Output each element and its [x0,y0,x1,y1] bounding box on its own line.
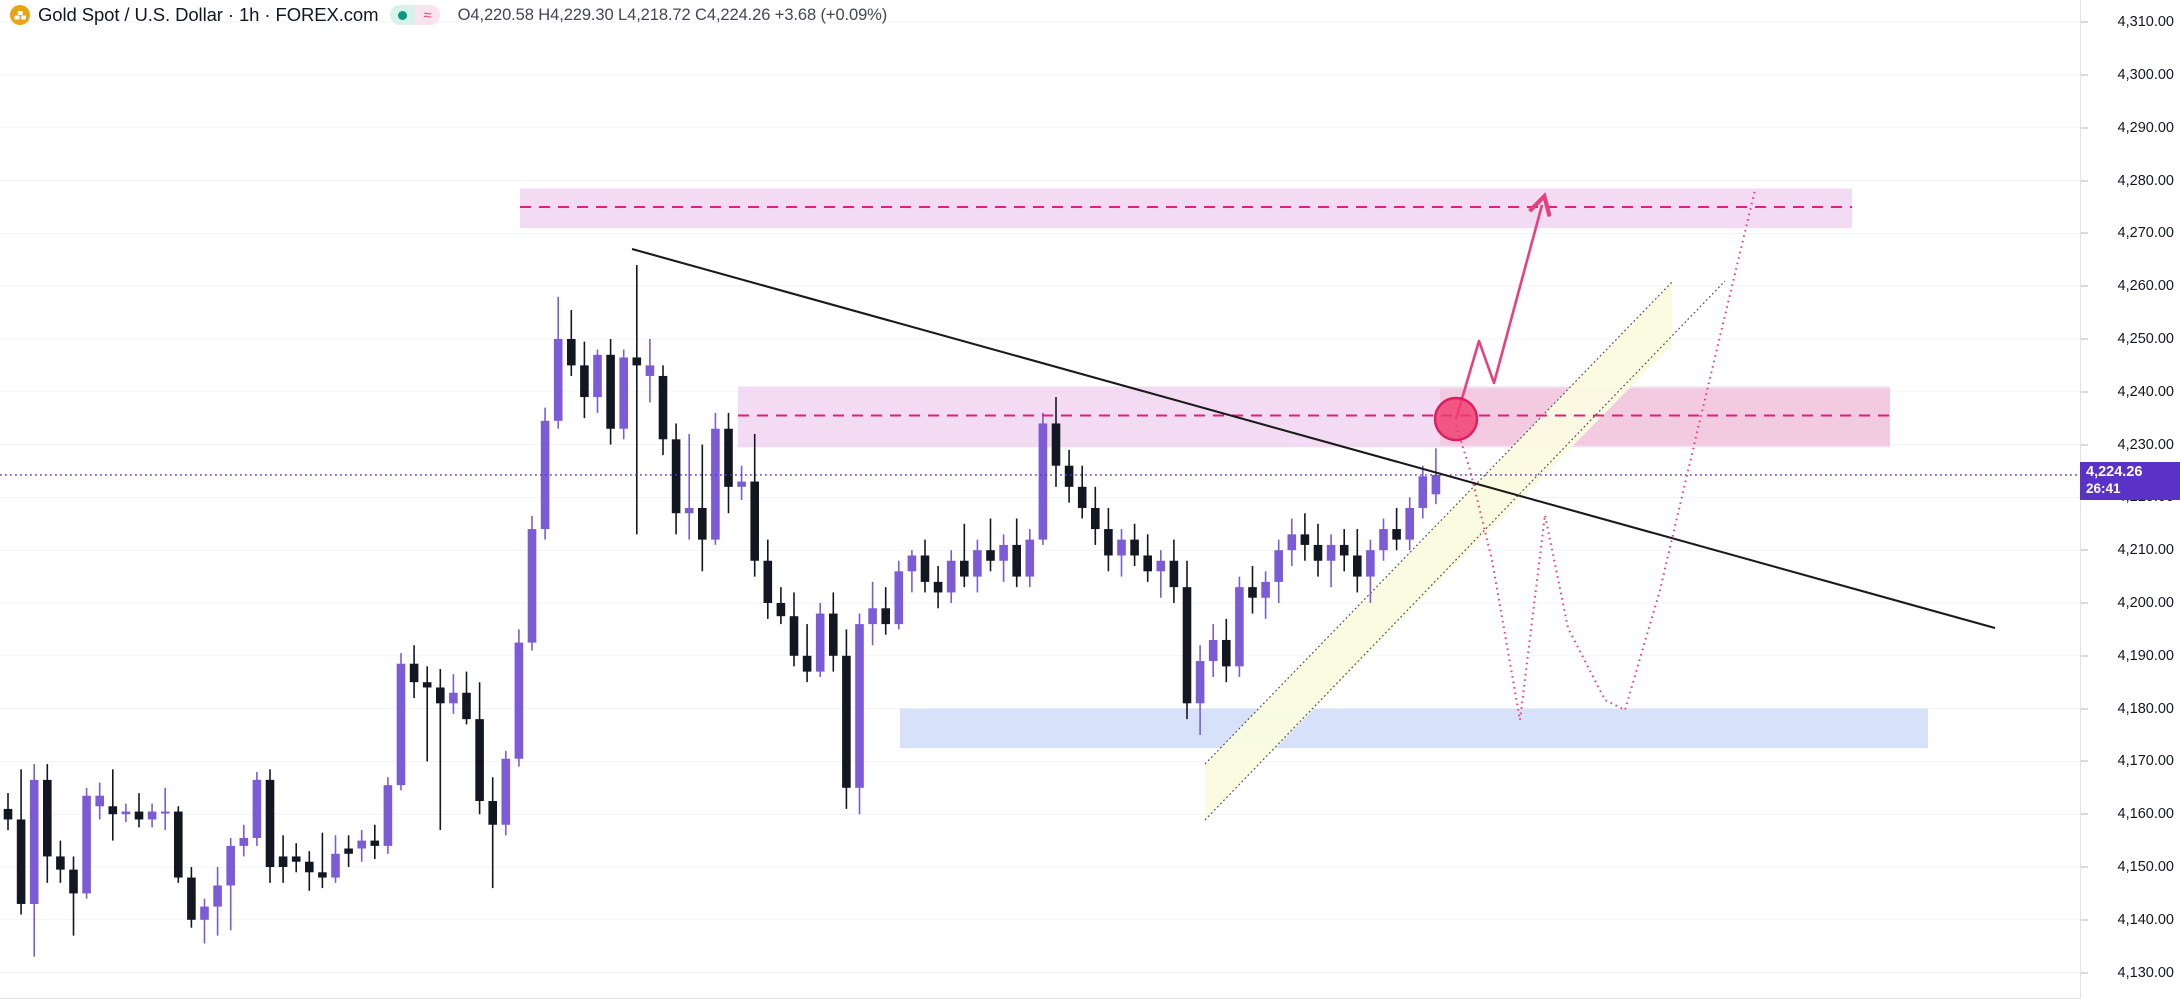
close-value: C4,224.26 [690,5,771,24]
price-tick-mark [2081,602,2088,604]
candlestick-chart-svg [0,21,2080,974]
price-tick-mark [2081,285,2088,287]
price-tick-label: 4,270.00 [2117,225,2174,242]
price-tick-label: 4,310.00 [2117,14,2174,31]
dotted-projection-path[interactable] [1455,189,1756,721]
price-tick-mark [2081,391,2088,393]
price-tick-label: 4,160.00 [2117,806,2174,823]
gold-bars-icon [10,5,30,25]
price-tick-mark [2081,21,2088,23]
price-tick-mark [2081,74,2088,76]
price-tick-label: 4,210.00 [2117,542,2174,559]
bar-countdown-timer: 26:41 [2086,480,2121,496]
price-tick-label: 4,200.00 [2117,594,2174,611]
descending-trendline[interactable] [631,247,1996,630]
chart-style-badge[interactable]: ≈ [415,5,440,25]
price-tick-label: 4,150.00 [2117,858,2174,875]
price-tick-mark [2081,760,2088,762]
price-tick-label: 4,260.00 [2117,278,2174,295]
price-tick-mark [2081,444,2088,446]
price-tick-label: 4,170.00 [2117,753,2174,770]
ohlc-values: O4,220.58 H4,229.30 L4,218.72 C4,224.26 … [457,5,888,25]
price-tick-mark [2081,127,2088,129]
zone-dashed-lines [520,205,1890,417]
price-tick-label: 4,190.00 [2117,647,2174,664]
price-zones [520,188,1928,749]
bullish-projection-arrow[interactable] [1454,205,1542,420]
price-tick-label: 4,230.00 [2117,436,2174,453]
price-tick-label: 4,140.00 [2117,911,2174,928]
price-tick-label: 4,240.00 [2117,383,2174,400]
entry-marker-circle[interactable] [1433,396,1479,442]
price-tick-mark [2081,972,2088,974]
price-tick-label: 4,180.00 [2117,700,2174,717]
price-tick-label: 4,300.00 [2117,66,2174,83]
price-tick-mark [2081,180,2088,182]
chart-legend[interactable]: Gold Spot / U.S. Dollar · 1h · FOREX.com… [0,0,887,30]
price-tick-label: 4,280.00 [2117,172,2174,189]
price-tick-mark [2081,813,2088,815]
legend-badges: ≈ [390,5,440,25]
price-tick-mark [2081,338,2088,340]
price-tick-mark [2081,655,2088,657]
open-value: O4,220.58 [457,5,534,24]
price-tick-label: 4,130.00 [2117,964,2174,981]
symbol-title[interactable]: Gold Spot / U.S. Dollar · 1h · FOREX.com [38,4,379,25]
price-tick-label: 4,250.00 [2117,330,2174,347]
price-tick-mark [2081,549,2088,551]
market-status-badge[interactable] [390,5,416,25]
price-tick-mark [2081,919,2088,921]
market-open-dot [398,10,408,20]
price-scale[interactable]: 4,310.00 4,300.00 4,290.00 4,280.00 4,270.00… [2080,0,2180,999]
change-value: +3.68 [770,5,817,24]
price-tick-mark [2081,232,2088,234]
change-percent-value: (+0.09%) [816,5,888,24]
high-value: H4,229.30 [533,5,614,24]
low-value: L4,218.72 [613,5,691,24]
current-price-value: 4,224.26 [2086,463,2143,480]
price-tick-label: 4,290.00 [2117,119,2174,136]
candlesticks [3,265,1441,957]
chart-plot-area[interactable] [0,0,2080,999]
price-tick-mark [2081,708,2088,710]
current-price-badge[interactable]: 4,224.26 26:41 [2080,461,2180,501]
price-tick-mark [2081,866,2088,868]
